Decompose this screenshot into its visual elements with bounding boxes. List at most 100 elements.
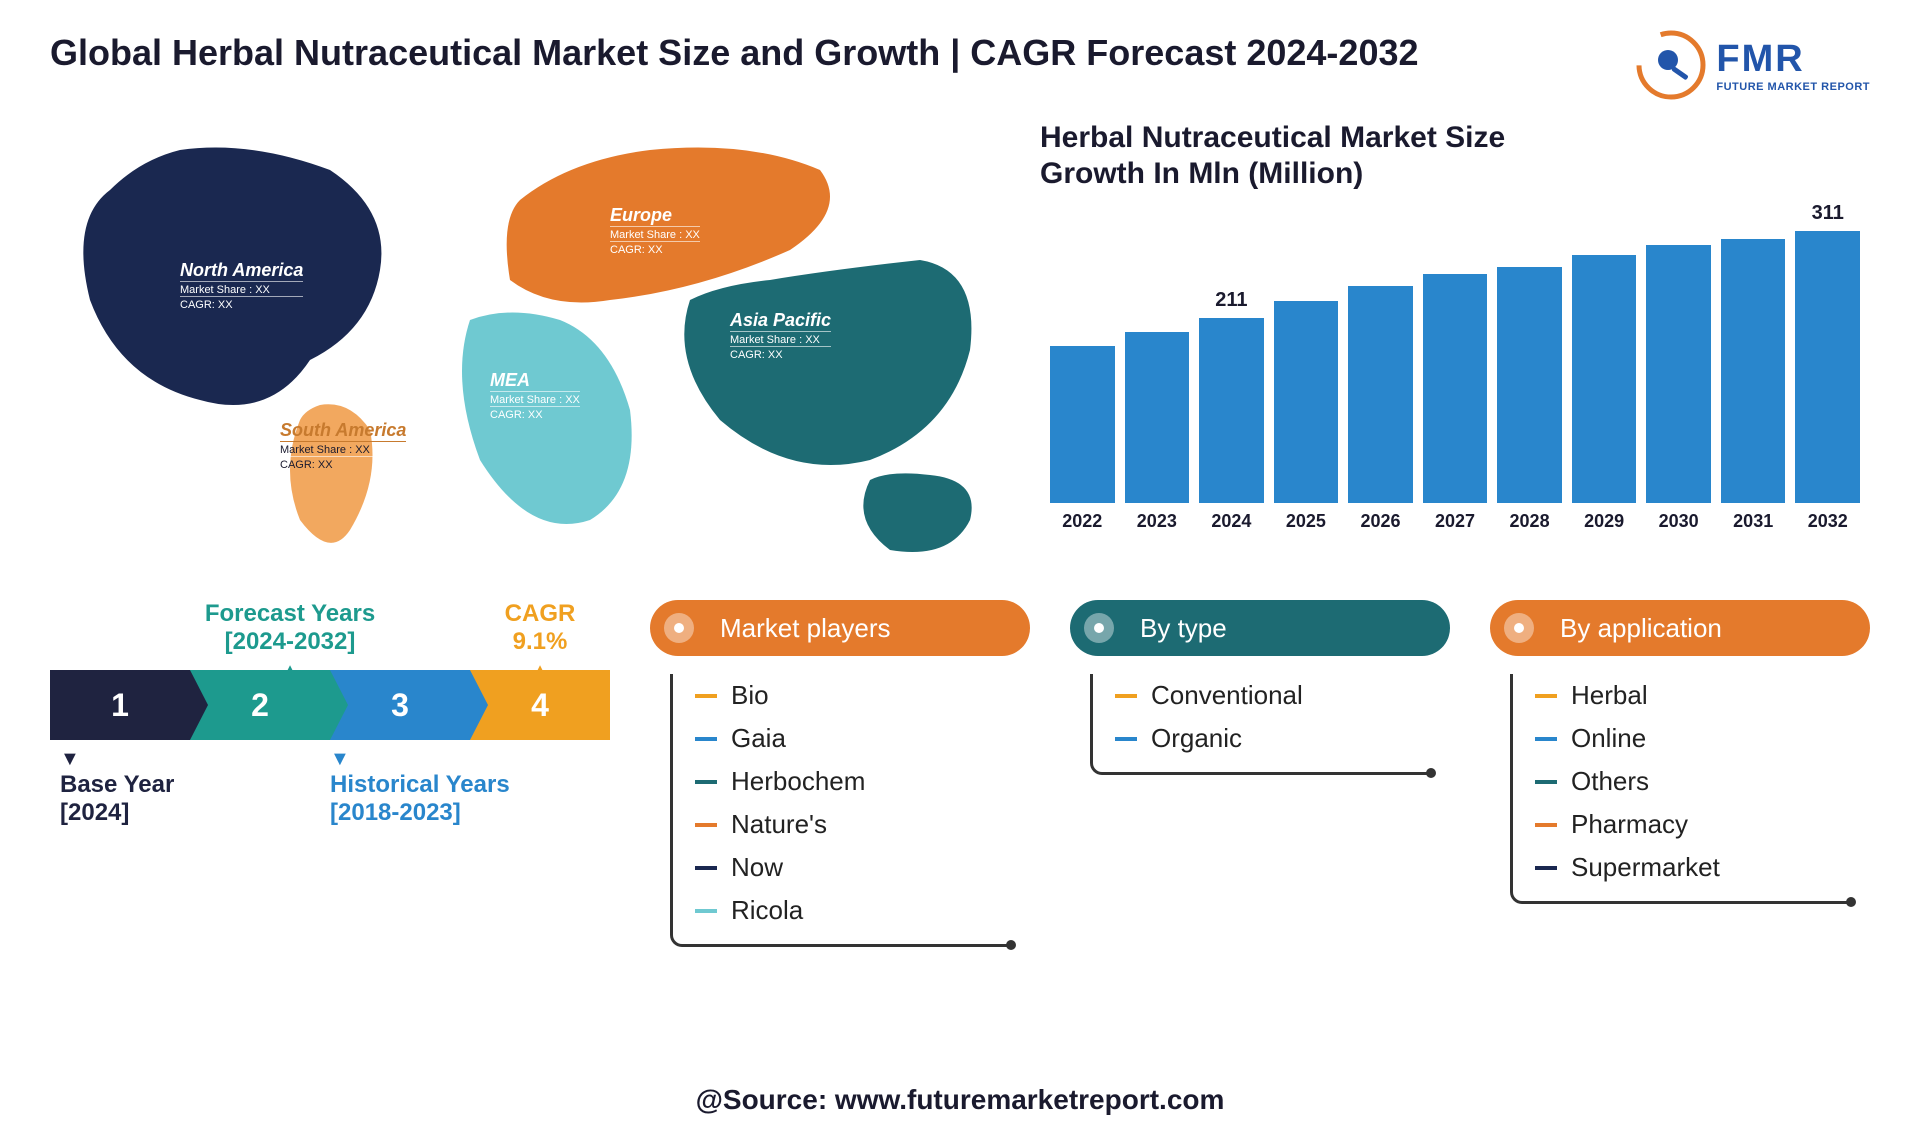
brand-logo: FMR FUTURE MARKET REPORT — [1636, 30, 1870, 100]
bar-2025: 2025 — [1274, 273, 1339, 532]
region-sa-name: South America — [280, 420, 406, 441]
region-na-share: Market Share : XX — [180, 281, 303, 296]
bar-year-label: 2023 — [1137, 511, 1177, 532]
logo-brand: FMR — [1716, 38, 1870, 81]
timeline-seg-1: 1 — [50, 670, 190, 740]
tick-icon — [695, 780, 717, 784]
bar-rect — [1348, 286, 1413, 503]
bar-2026: 2026 — [1348, 258, 1413, 532]
bar-rect — [1795, 231, 1860, 503]
timeline-seg-num: 3 — [391, 687, 409, 724]
bar-2031: 2031 — [1721, 211, 1786, 532]
category-item-label: Herbochem — [731, 766, 865, 797]
category-title: By type — [1140, 613, 1227, 644]
bar-rect — [1646, 245, 1711, 503]
bar-value-label: 211 — [1215, 289, 1247, 312]
region-na-name: North America — [180, 260, 303, 281]
category-header: By application — [1490, 600, 1870, 656]
bar-year-label: 2027 — [1435, 511, 1475, 532]
region-sa-share: Market Share : XX — [280, 441, 406, 456]
category-item-label: Organic — [1151, 723, 1242, 754]
bar-year-label: 2030 — [1659, 511, 1699, 532]
category-block: By application Herbal Online Others Pharmacy… — [1490, 600, 1870, 947]
category-item-label: Herbal — [1571, 680, 1648, 711]
region-sa-cagr: CAGR: XX — [280, 456, 406, 471]
bar-year-label: 2024 — [1211, 511, 1251, 532]
bar-year-label: 2028 — [1510, 511, 1550, 532]
bar-2027: 2027 — [1423, 246, 1488, 532]
category-item: Herbochem — [673, 760, 1010, 803]
bar-rect — [1125, 332, 1190, 504]
category-item-label: Now — [731, 852, 783, 883]
bar-year-label: 2022 — [1062, 511, 1102, 532]
region-mea-name: MEA — [490, 370, 580, 391]
bar-value-label: 311 — [1812, 202, 1844, 225]
tick-icon — [1535, 694, 1557, 698]
bar-2030: 2030 — [1646, 217, 1711, 532]
bar-2023: 2023 — [1125, 304, 1190, 533]
category-block: By type Conventional Organic — [1070, 600, 1450, 947]
bar-2029: 2029 — [1572, 227, 1637, 532]
tl-forecast-label: Forecast Years — [205, 600, 375, 627]
tl-forecast-range: [2024-2032] — [225, 628, 356, 655]
category-item-label: Supermarket — [1571, 852, 1720, 883]
category-item-label: Nature's — [731, 809, 827, 840]
bar-rect — [1721, 239, 1786, 503]
tl-cagr-value: 9.1% — [513, 628, 568, 655]
tl-hist-label: Historical Years — [330, 771, 510, 798]
tick-icon — [1115, 694, 1137, 698]
bar-rect — [1423, 274, 1488, 503]
tick-icon — [1115, 737, 1137, 741]
category-item-label: Gaia — [731, 723, 786, 754]
timeline-seg-num: 1 — [111, 687, 129, 724]
region-mea-share: Market Share : XX — [490, 391, 580, 406]
category-item-label: Others — [1571, 766, 1649, 797]
category-item-label: Ricola — [731, 895, 803, 926]
category-list: Conventional Organic — [1090, 674, 1430, 775]
region-asia-pacific — [684, 260, 971, 552]
tick-icon — [695, 866, 717, 870]
tl-base-label: Base Year — [60, 771, 174, 798]
tick-icon — [695, 823, 717, 827]
category-header: Market players — [650, 600, 1030, 656]
category-item: Online — [1513, 717, 1850, 760]
bar-2028: 2028 — [1497, 239, 1562, 532]
region-na-cagr: CAGR: XX — [180, 296, 303, 311]
bar-rect — [1274, 301, 1339, 503]
region-mea-cagr: CAGR: XX — [490, 406, 580, 421]
region-eu-name: Europe — [610, 205, 700, 226]
category-item: Organic — [1093, 717, 1430, 760]
timeline-seg-num: 4 — [531, 687, 549, 724]
category-title: Market players — [720, 613, 891, 644]
region-eu-cagr: CAGR: XX — [610, 241, 700, 256]
timeline-seg-num: 2 — [251, 687, 269, 724]
tick-icon — [695, 909, 717, 913]
tl-hist-range: [2018-2023] — [330, 799, 461, 826]
bar-2032: 311 2032 — [1795, 202, 1860, 532]
bar-rect — [1050, 346, 1115, 504]
bar-year-label: 2032 — [1808, 511, 1848, 532]
category-list: Herbal Online Others Pharmacy Supermarket — [1510, 674, 1850, 904]
tick-icon — [695, 694, 717, 698]
tl-base-range: [2024] — [60, 799, 129, 826]
logo-sub: FUTURE MARKET REPORT — [1716, 81, 1870, 93]
category-header: By type — [1070, 600, 1450, 656]
bar-year-label: 2031 — [1733, 511, 1773, 532]
category-item: Bio — [673, 674, 1010, 717]
category-list: Bio Gaia Herbochem Nature's Now Ricola — [670, 674, 1010, 947]
category-item: Supermarket — [1513, 846, 1850, 889]
tick-icon — [1535, 737, 1557, 741]
category-item-label: Pharmacy — [1571, 809, 1688, 840]
timeline-seg-3: 3 — [330, 670, 470, 740]
tl-cagr-label: CAGR — [505, 600, 576, 627]
arrow-down-icon: ▼ — [330, 748, 510, 771]
bar-rect — [1572, 255, 1637, 503]
world-map: North America Market Share : XX CAGR: XX… — [50, 120, 1010, 560]
tick-icon — [1535, 780, 1557, 784]
timeline: Forecast Years [2024-2032] ▲ CAGR 9.1% ▲… — [50, 600, 610, 947]
category-item: Conventional — [1093, 674, 1430, 717]
tick-icon — [695, 737, 717, 741]
region-ap-share: Market Share : XX — [730, 331, 831, 346]
chart-title: Herbal Nutraceutical Market Size Growth … — [1040, 120, 1540, 192]
category-item: Pharmacy — [1513, 803, 1850, 846]
